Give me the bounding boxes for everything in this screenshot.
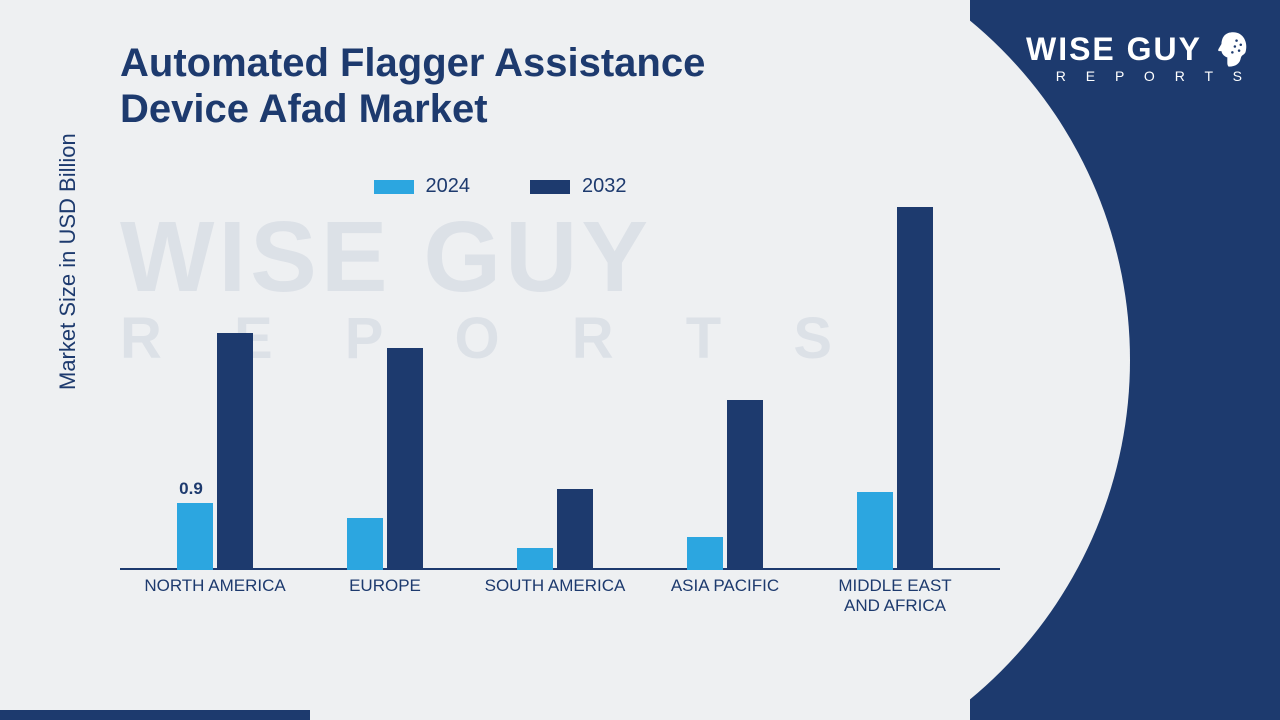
legend-swatch-2024: [374, 180, 414, 194]
bar-2024: [177, 503, 213, 570]
legend-label-2032: 2032: [582, 175, 627, 198]
y-axis-label: Market Size in USD Billion: [55, 133, 81, 390]
logo-text-line2: R E P O R T S: [1026, 68, 1250, 84]
bar-2032: [387, 348, 423, 570]
bar-group: NORTH AMERICA0.9: [140, 333, 290, 570]
chart-canvas: WISE GUY R E P O R T S Automated Flagger…: [0, 0, 1280, 720]
plot-area: NORTH AMERICA0.9EUROPESOUTH AMERICAASIA …: [120, 200, 1000, 570]
bar-2024: [857, 492, 893, 570]
bar-2024: [347, 518, 383, 570]
bar-2032: [557, 489, 593, 570]
bar-2024: [687, 537, 723, 570]
bar-group: EUROPE: [310, 348, 460, 570]
bar-2032: [727, 400, 763, 570]
bar-group: ASIA PACIFIC: [650, 400, 800, 570]
bar-2032: [217, 333, 253, 570]
legend-item-2032: 2032: [530, 175, 627, 198]
bar-2024: [517, 548, 553, 570]
bar-group: MIDDLE EAST AND AFRICA: [820, 207, 970, 570]
head-icon: [1208, 28, 1250, 70]
x-tick-label: ASIA PACIFIC: [650, 570, 800, 596]
x-tick-label: NORTH AMERICA: [140, 570, 290, 596]
footer-accent-bar: [0, 710, 310, 720]
chart-title: Automated Flagger Assistance Device Afad…: [120, 40, 820, 132]
logo-text-line1: WISE GUY: [1026, 31, 1202, 68]
x-tick-label: EUROPE: [310, 570, 460, 596]
bar-value-label: 0.9: [173, 479, 209, 499]
legend-label-2024: 2024: [426, 175, 471, 198]
legend-swatch-2032: [530, 180, 570, 194]
x-tick-label: SOUTH AMERICA: [480, 570, 630, 596]
legend: 2024 2032: [0, 175, 1000, 198]
x-tick-label: MIDDLE EAST AND AFRICA: [820, 570, 970, 615]
bar-2032: [897, 207, 933, 570]
brand-logo: WISE GUY R E P O R T S: [1026, 28, 1250, 84]
bar-group: SOUTH AMERICA: [480, 489, 630, 570]
legend-item-2024: 2024: [374, 175, 471, 198]
